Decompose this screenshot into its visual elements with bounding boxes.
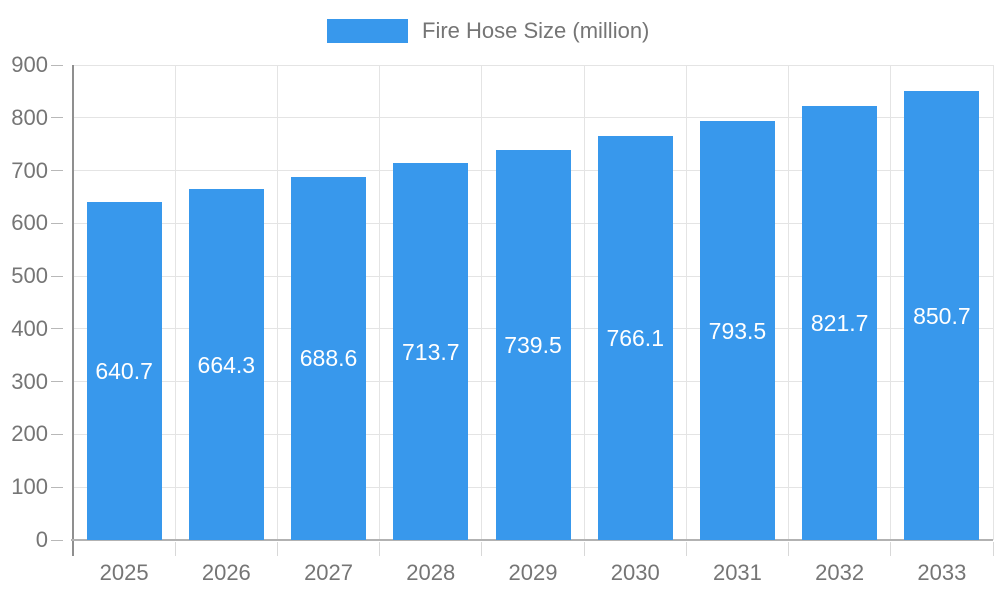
y-axis-line bbox=[72, 65, 74, 556]
y-tick-mark bbox=[51, 381, 63, 383]
y-tick-mark bbox=[51, 275, 63, 277]
bar bbox=[904, 91, 980, 540]
y-tick-mark bbox=[51, 170, 63, 172]
bar bbox=[495, 149, 571, 540]
x-axis-label: 2031 bbox=[712, 560, 762, 585]
bar-value-label: 713.7 bbox=[401, 338, 460, 365]
y-tick-mark bbox=[51, 486, 63, 488]
x-axis-label: 2032 bbox=[815, 560, 865, 585]
x-tick-mark bbox=[685, 542, 687, 556]
bar bbox=[597, 135, 673, 540]
y-tick-label: 200 bbox=[11, 421, 48, 447]
x-tick-mark bbox=[890, 542, 892, 556]
bar bbox=[393, 163, 469, 540]
y-tick-label: 0 bbox=[35, 527, 48, 552]
y-tick-mark bbox=[51, 117, 63, 119]
x-axis-label: 2027 bbox=[304, 560, 354, 585]
y-tick-mark bbox=[51, 539, 63, 541]
x-grid-line bbox=[788, 65, 790, 540]
y-grid-line bbox=[73, 117, 993, 119]
bar-value-label: 640.7 bbox=[95, 357, 153, 384]
bar-value-label: 688.6 bbox=[299, 345, 358, 372]
bar bbox=[699, 121, 775, 540]
bar-value-label: 739.5 bbox=[504, 331, 562, 358]
y-tick-label: 700 bbox=[11, 157, 48, 183]
x-axis-label: 2033 bbox=[917, 560, 967, 585]
y-grid-line bbox=[73, 64, 993, 66]
x-grid-line bbox=[583, 65, 585, 540]
bar-value-label: 821.7 bbox=[810, 310, 869, 337]
x-tick-mark bbox=[379, 542, 381, 556]
bar bbox=[188, 189, 264, 540]
y-tick-label: 900 bbox=[11, 52, 48, 77]
y-tick-label: 600 bbox=[11, 210, 48, 236]
x-tick-mark bbox=[174, 542, 176, 556]
x-grid-line bbox=[174, 65, 176, 540]
x-grid-line bbox=[481, 65, 483, 540]
x-axis-label: 2026 bbox=[201, 560, 251, 585]
x-tick-mark bbox=[788, 542, 790, 556]
x-axis-label: 2030 bbox=[610, 560, 660, 585]
x-axis-label: 2025 bbox=[99, 560, 149, 585]
y-tick-label: 400 bbox=[11, 315, 48, 341]
x-axis-label: 2028 bbox=[406, 560, 456, 585]
bar bbox=[802, 106, 878, 540]
y-tick-mark bbox=[51, 222, 63, 224]
x-grid-line bbox=[685, 65, 687, 540]
x-grid-line bbox=[276, 65, 278, 540]
bar bbox=[86, 201, 162, 540]
x-axis-label: 2029 bbox=[508, 560, 558, 585]
x-tick-mark bbox=[583, 542, 585, 556]
legend-swatch bbox=[327, 19, 408, 43]
bar bbox=[291, 176, 367, 540]
x-grid-line bbox=[992, 65, 994, 540]
bar-value-label: 793.5 bbox=[708, 317, 767, 344]
y-tick-label: 500 bbox=[11, 263, 48, 289]
legend-item[interactable]: Fire Hose Size (million) bbox=[327, 16, 649, 46]
y-tick-label: 300 bbox=[11, 368, 48, 394]
y-tick-label: 800 bbox=[11, 104, 48, 130]
bar-value-label: 850.7 bbox=[913, 302, 971, 329]
y-tick-mark bbox=[51, 433, 63, 435]
legend-label: Fire Hose Size (million) bbox=[422, 18, 650, 43]
bar-value-label: 664.3 bbox=[197, 351, 256, 378]
bar-value-label: 766.1 bbox=[606, 324, 664, 351]
y-tick-label: 100 bbox=[11, 474, 48, 500]
x-tick-mark bbox=[481, 542, 483, 556]
x-axis-line bbox=[71, 539, 993, 541]
x-tick-mark bbox=[992, 542, 994, 556]
y-tick-mark bbox=[51, 328, 63, 330]
y-tick-mark bbox=[51, 64, 63, 66]
x-tick-mark bbox=[276, 542, 278, 556]
x-grid-line bbox=[379, 65, 381, 540]
x-grid-line bbox=[890, 65, 892, 540]
